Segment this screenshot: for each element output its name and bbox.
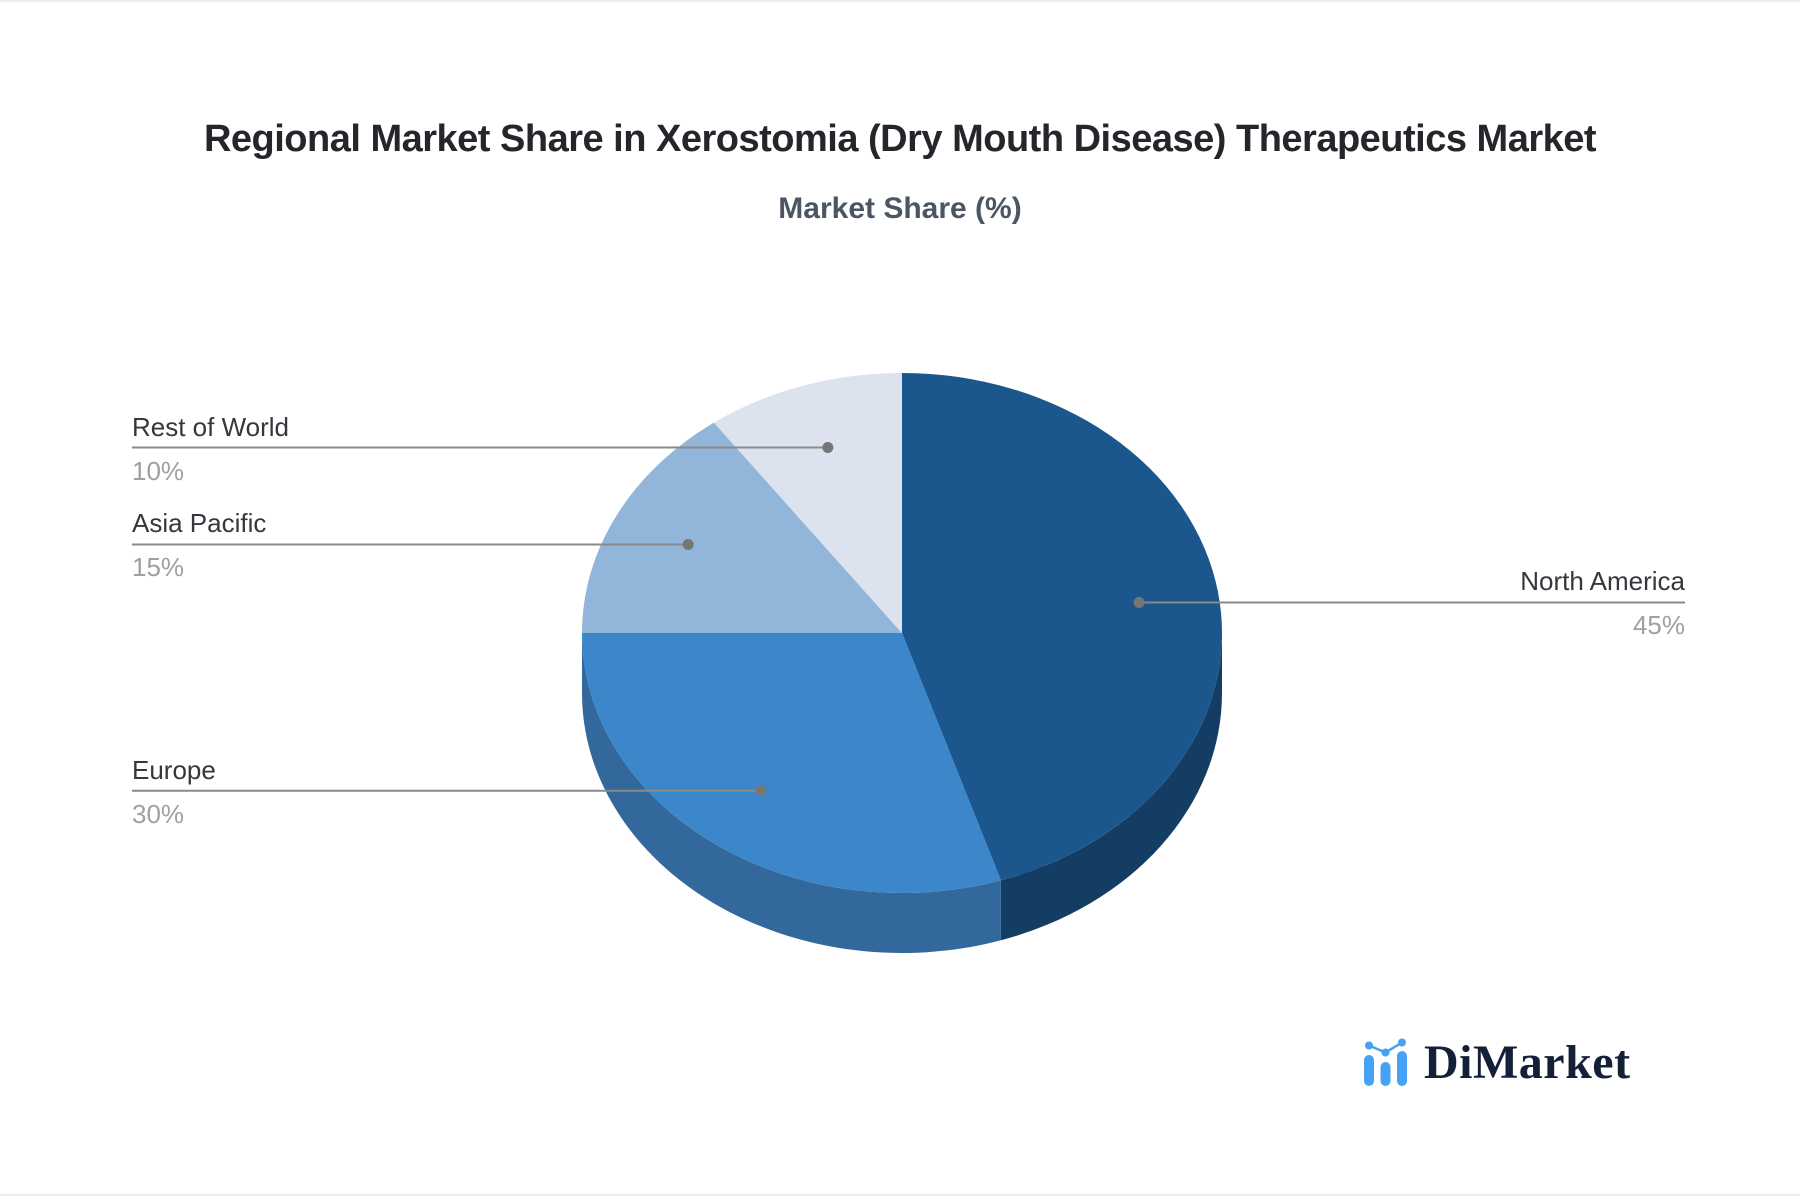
label-rest-of-world: Rest of World 10% [132,411,289,487]
logo-text: DiMarket [1424,1036,1631,1089]
pie-side-north-america [1000,633,1222,941]
bar-line-chart-icon [1364,1038,1407,1086]
leader-dot-north-america [1133,596,1145,608]
pie-slice-rest-of-world[interactable] [713,373,902,633]
label-asia-pacific: Asia Pacific 15% [132,507,266,583]
label-north-america: North America 45% [1520,565,1685,641]
frame-line-top [0,0,1800,2]
chart-subtitle: Market Share (%) [778,192,1022,225]
pie-side-europe [582,633,1001,954]
label-europe: Europe 30% [132,754,216,830]
chart-title: Regional Market Share in Xerostomia (Dry… [203,118,1597,160]
slice-value: 10% [132,455,185,486]
pie-slice-europe[interactable] [582,633,1001,894]
slice-label: Europe [132,754,216,785]
slice-label: Asia Pacific [132,508,267,539]
slice-value: 15% [132,552,185,583]
leader-dot-asia-pacific [682,538,694,550]
slice-label: North America [1520,566,1685,597]
frame-line-bottom [0,1194,1800,1196]
leader-dot-rest-of-world [822,442,834,454]
slice-label: Rest of World [132,411,290,442]
slice-value: 45% [1632,610,1685,641]
slice-value: 30% [132,798,185,829]
dimarket-logo: DiMarket [1362,1038,1631,1088]
leader-dot-europe [755,785,767,797]
pie-slice-asia-pacific[interactable] [582,422,902,633]
pie-slice-north-america[interactable] [902,373,1223,881]
